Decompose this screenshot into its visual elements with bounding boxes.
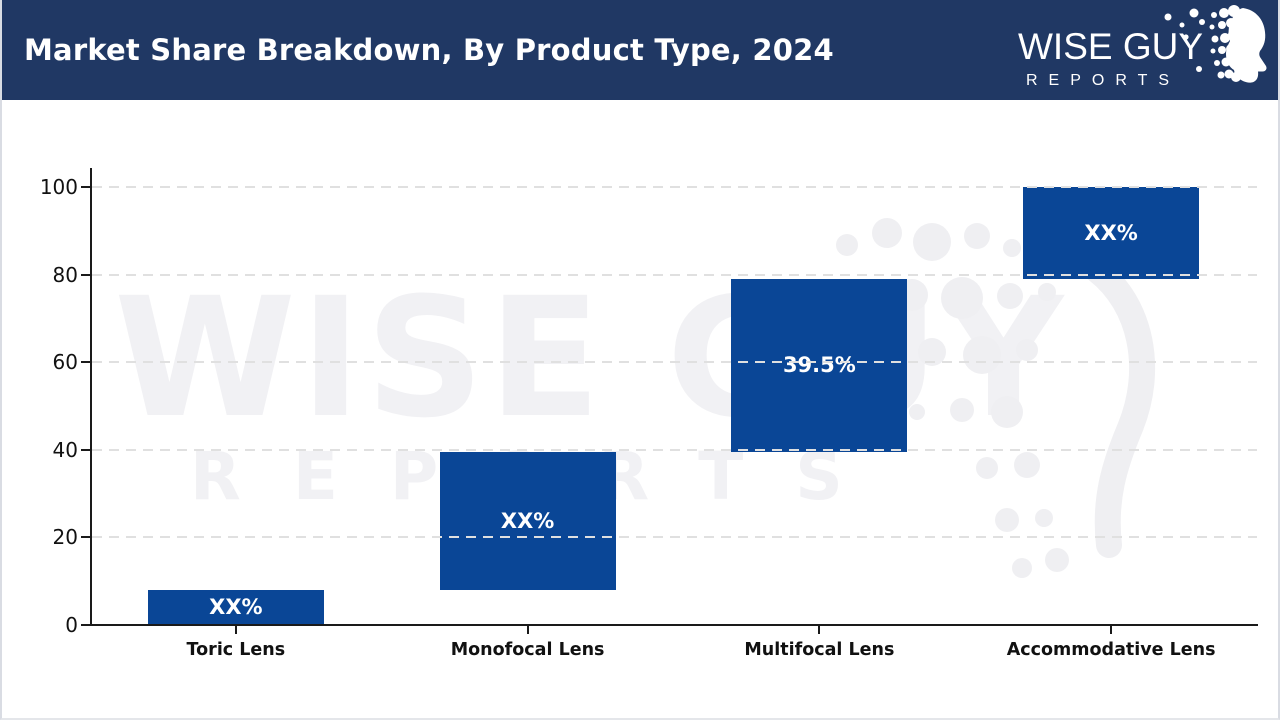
bar-value-label: XX% (209, 595, 263, 620)
logo-subtext: REPORTS (1026, 72, 1180, 89)
bar-multifocal-lens: 39.5% (731, 278, 908, 452)
wise-guy-reports-logo: WISE GUY REPORTS (1018, 5, 1267, 89)
bar-monofocal-lens: XX% (439, 451, 616, 590)
logo-face-icon (1226, 8, 1267, 83)
bar-value-label: 39.5% (782, 353, 856, 378)
bar-toric-lens: XX% (147, 589, 324, 625)
bar-value-label: XX% (1084, 220, 1138, 245)
header-banner: Market Share Breakdown, By Product Type,… (2, 0, 1278, 100)
bar-value-label: XX% (500, 508, 555, 533)
bar-accommodative-lens: XX% (1023, 187, 1200, 279)
page-title: Market Share Breakdown, By Product Type,… (24, 33, 834, 67)
logo-wordmark: WISE GUY (1018, 26, 1203, 67)
